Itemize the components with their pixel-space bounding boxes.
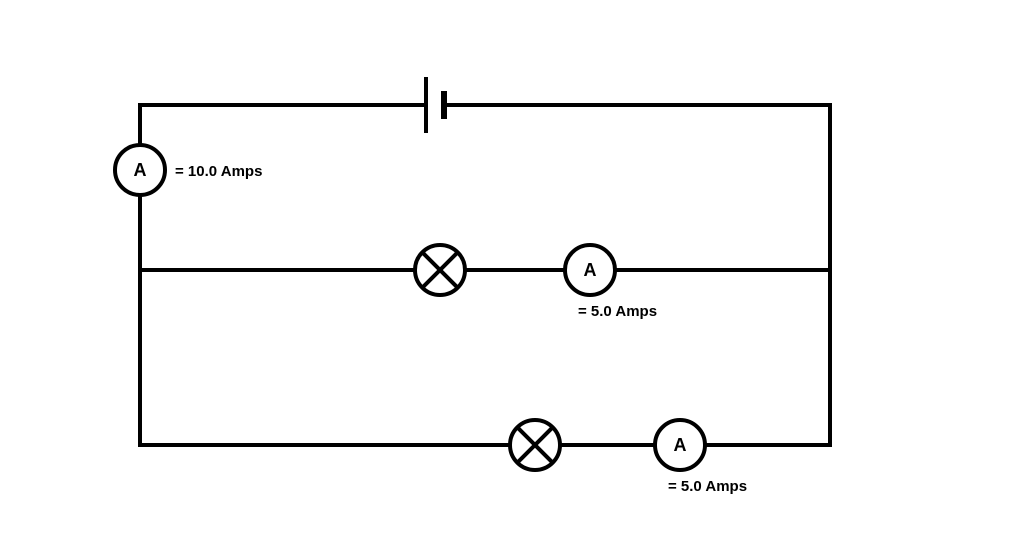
- lamp-branch2: [510, 420, 560, 470]
- ammeter-branch1: A: [565, 245, 615, 295]
- label-branch2-reading: = 5.0 Amps: [668, 478, 747, 495]
- ammeter-main-letter: A: [134, 160, 147, 180]
- label-branch1-reading: = 5.0 Amps: [578, 303, 657, 320]
- lamp-branch1: [415, 245, 465, 295]
- ammeter-main: A: [115, 145, 165, 195]
- ammeter-branch1-letter: A: [584, 260, 597, 280]
- ammeter-branch2-letter: A: [674, 435, 687, 455]
- label-main-reading: = 10.0 Amps: [175, 163, 262, 180]
- ammeter-branch2: A: [655, 420, 705, 470]
